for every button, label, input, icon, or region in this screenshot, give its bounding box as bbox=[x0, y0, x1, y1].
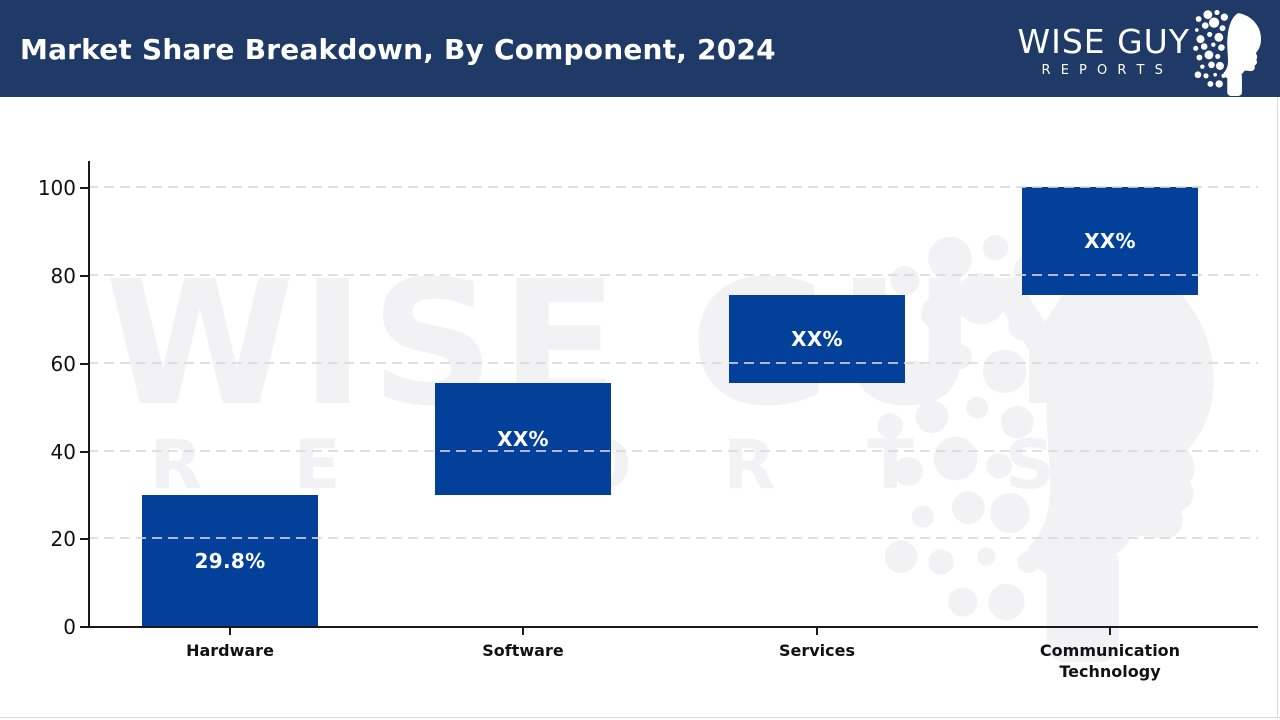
gridline-60 bbox=[88, 361, 1258, 364]
x-tick-communication-technology bbox=[1109, 628, 1111, 635]
gridline-80 bbox=[88, 274, 1258, 277]
gridline-40 bbox=[88, 449, 1258, 452]
y-tick-label-80: 80 bbox=[50, 264, 76, 289]
x-tick-hardware bbox=[229, 628, 231, 635]
brand-subtitle: R E P O R T S bbox=[1041, 63, 1166, 78]
x-category-label-communication-technology: Communication Technology bbox=[1039, 641, 1181, 681]
plot-area: 29.8% XX% XX% XX% 0 20 40 60 80 100 Hardware Softwa… bbox=[0, 97, 1280, 720]
bar-value-label-communication-technology: XX% bbox=[1084, 229, 1136, 254]
bar-software: XX% bbox=[435, 383, 611, 496]
bar-hardware: 29.8% bbox=[142, 495, 318, 626]
bar-value-label-hardware: 29.8% bbox=[194, 548, 266, 573]
y-tick-40 bbox=[80, 450, 88, 453]
x-category-label-software: Software bbox=[482, 641, 564, 660]
bar-value-label-services: XX% bbox=[791, 326, 843, 351]
gridline-100 bbox=[88, 186, 1258, 189]
y-tick-60 bbox=[80, 362, 88, 365]
y-tick-80 bbox=[80, 275, 88, 278]
x-tick-services bbox=[816, 628, 818, 635]
y-tick-label-60: 60 bbox=[50, 351, 76, 376]
bar-communication-technology: XX% bbox=[1022, 187, 1198, 295]
y-tick-100 bbox=[80, 187, 88, 190]
brand-head-icon bbox=[1193, 9, 1262, 96]
bottom-border bbox=[0, 717, 1280, 718]
y-tick-label-40: 40 bbox=[50, 439, 76, 464]
y-tick-20 bbox=[80, 538, 88, 541]
right-border bbox=[1277, 97, 1278, 717]
header: Market Share Breakdown, By Component, 20… bbox=[0, 0, 1280, 97]
x-category-label-hardware: Hardware bbox=[186, 641, 274, 660]
x-tick-software bbox=[522, 628, 524, 635]
chart-title: Market Share Breakdown, By Component, 20… bbox=[20, 33, 776, 66]
gridline-20 bbox=[88, 537, 1258, 540]
bar-value-label-software: XX% bbox=[497, 427, 549, 452]
brand-logo: WISE GUY R E P O R T S bbox=[1008, 4, 1268, 96]
y-tick-label-100: 100 bbox=[37, 176, 76, 201]
brand-name: WISE GUY bbox=[1017, 22, 1190, 61]
brand-text: WISE GUY R E P O R T S bbox=[1017, 22, 1190, 78]
y-tick-label-0: 0 bbox=[63, 615, 76, 639]
y-tick-0 bbox=[80, 626, 88, 628]
bar-services: XX% bbox=[729, 294, 905, 383]
x-category-label-services: Services bbox=[778, 641, 856, 660]
x-axis-line bbox=[88, 626, 1258, 628]
y-axis-line bbox=[88, 161, 90, 628]
y-tick-label-20: 20 bbox=[50, 527, 76, 552]
